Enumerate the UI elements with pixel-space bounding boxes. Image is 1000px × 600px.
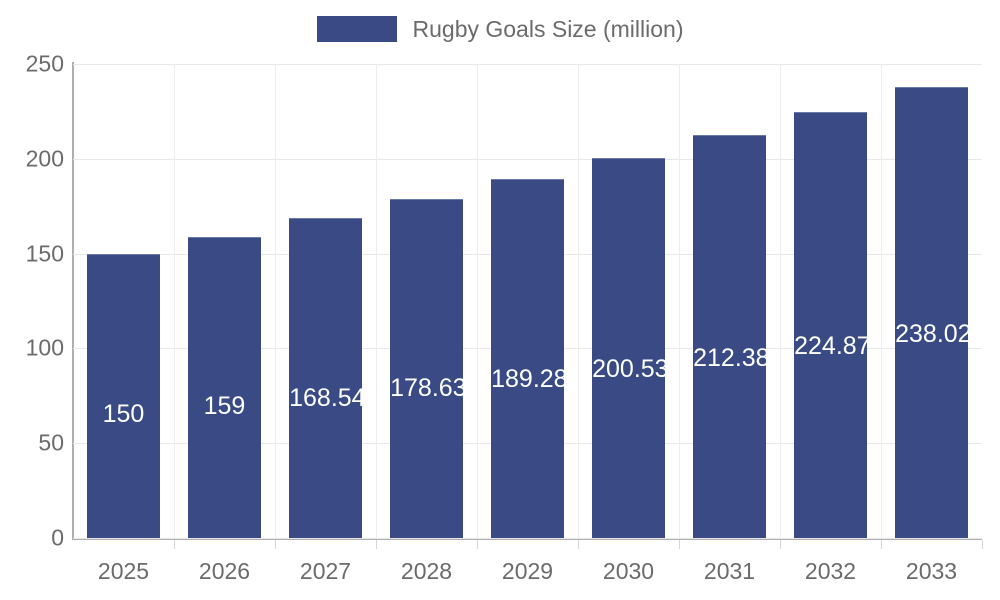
- x-axis-tick-mark: [780, 540, 781, 549]
- x-axis-tick-mark: [376, 540, 377, 549]
- bar[interactable]: 200.53: [592, 157, 669, 538]
- x-axis-tick-mark: [477, 540, 478, 549]
- x-gridline: [679, 64, 680, 538]
- y-gridline: [73, 64, 982, 65]
- bar[interactable]: 238.02: [895, 86, 972, 538]
- legend-item-label: Rugby Goals Size (million): [412, 15, 684, 42]
- x-axis-tick-mark: [679, 540, 680, 549]
- x-gridline: [174, 64, 175, 538]
- x-axis-tick-label: 2026: [198, 558, 251, 584]
- x-axis-tick-mark: [275, 540, 276, 549]
- bar-value-label: 159: [203, 392, 246, 421]
- y-axis-tick-label: 0: [51, 524, 64, 551]
- y-axis-tick-label: 50: [38, 429, 64, 456]
- plot-area: 150 159 168.54 178.63 189.28 200.53 212.38 224.…: [73, 64, 982, 539]
- y-gridline: [73, 158, 982, 160]
- x-axis-tick-label: 2025: [97, 558, 150, 584]
- bar[interactable]: 189.28: [491, 179, 568, 538]
- x-axis-tick-label: 2031: [703, 558, 756, 584]
- x-axis-tick-label: 2033: [905, 558, 958, 584]
- x-axis-line: [72, 538, 982, 540]
- bar-value-label: 178.63: [390, 374, 467, 403]
- y-axis-tick-label: 100: [25, 334, 64, 361]
- y-axis-tick-labels: 0 50 100 150 200 250: [0, 0, 64, 600]
- bar[interactable]: 224.87: [794, 111, 871, 538]
- x-axis-tick-label: 2027: [299, 558, 352, 584]
- chart-legend: Rugby Goals Size (million): [0, 0, 1000, 58]
- y-axis-line: [72, 62, 74, 540]
- x-axis-tick-mark: [881, 540, 882, 549]
- x-axis-tick-mark: [982, 540, 983, 549]
- bar-value-label: 189.28: [491, 364, 568, 393]
- legend-item-rugby-goals-size[interactable]: Rugby Goals Size (million): [316, 15, 684, 42]
- y-gridline: [73, 538, 982, 539]
- x-axis-tick-label: 2029: [501, 558, 554, 584]
- x-gridline: [275, 64, 276, 538]
- bar[interactable]: 212.38: [693, 135, 770, 538]
- bar-value-label: 168.54: [289, 383, 366, 412]
- y-axis-tick-label: 200: [25, 145, 64, 172]
- bar[interactable]: 159: [188, 236, 261, 538]
- x-gridline: [578, 64, 579, 538]
- x-axis-tick-mark: [578, 540, 579, 549]
- bar[interactable]: 168.54: [289, 218, 366, 538]
- bar[interactable]: 178.63: [390, 199, 467, 538]
- x-axis-tick-label: 2032: [804, 558, 857, 584]
- bar-value-label: 224.87: [794, 332, 871, 361]
- legend-swatch-icon: [316, 16, 397, 42]
- y-axis-tick-label: 250: [25, 50, 64, 77]
- bar-value-label: 200.53: [592, 354, 669, 383]
- bar[interactable]: 150: [87, 253, 160, 538]
- x-gridline: [477, 64, 478, 538]
- x-gridline: [881, 64, 882, 538]
- y-axis-tick-label: 150: [25, 240, 64, 267]
- bar-value-label: 238.02: [895, 320, 972, 349]
- x-axis-tick-label: 2028: [400, 558, 453, 584]
- x-gridline: [376, 64, 377, 538]
- x-axis-tick-mark: [174, 540, 175, 549]
- x-gridline: [780, 64, 781, 538]
- bar-value-label: 150: [102, 400, 145, 429]
- x-axis-tick-label: 2030: [602, 558, 655, 584]
- bar-value-label: 212.38: [693, 343, 770, 372]
